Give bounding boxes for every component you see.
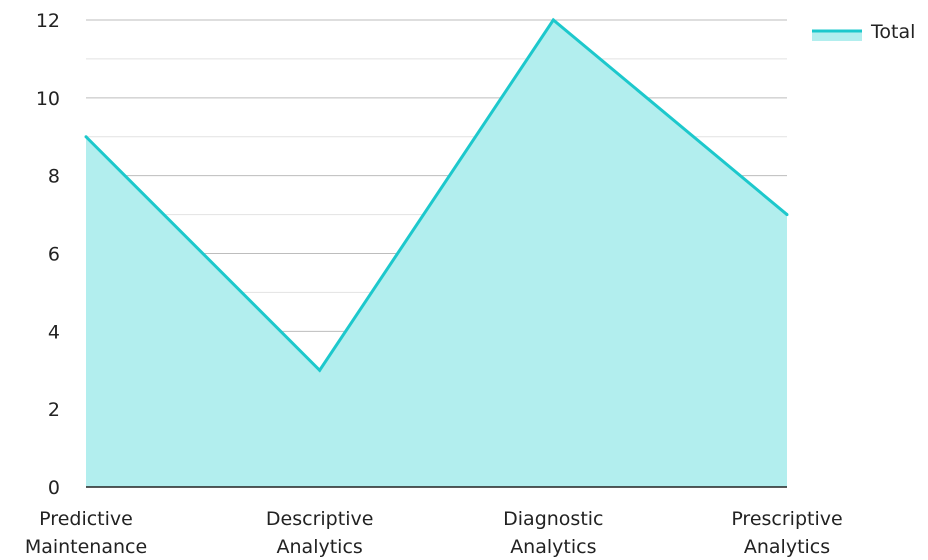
legend-swatch-fill <box>812 31 862 41</box>
y-tick-label: 8 <box>48 166 60 188</box>
x-category-label-line: Predictive <box>39 508 133 530</box>
x-category-label: Prescriptive Analytics <box>731 508 842 558</box>
x-category-label: Descriptive Analytics <box>266 508 373 558</box>
y-tick-label: 2 <box>48 399 60 421</box>
y-tick-label: 10 <box>36 88 60 110</box>
y-axis: 0 2 4 6 8 10 12 <box>36 10 60 499</box>
x-category-label-line: Descriptive <box>266 508 373 530</box>
x-category-label: Predictive Maintenance <box>25 508 147 558</box>
x-category-label-line: Diagnostic <box>503 508 603 530</box>
x-category-label-line: Maintenance <box>25 536 147 558</box>
y-tick-label: 0 <box>48 477 60 499</box>
data-point-2 <box>551 18 555 22</box>
y-tick-label: 12 <box>36 10 60 32</box>
series-area-fill <box>86 20 787 487</box>
x-axis: Predictive Maintenance Descriptive Analytic… <box>25 486 843 558</box>
x-category-label-line: Analytics <box>277 536 363 558</box>
y-tick-label: 4 <box>48 321 60 343</box>
x-category-label-line: Analytics <box>510 536 596 558</box>
legend[interactable]: Total <box>812 21 915 43</box>
plot-area <box>84 17 789 487</box>
x-category-label-line: Prescriptive <box>731 508 842 530</box>
legend-label: Total <box>870 21 915 43</box>
series-line <box>84 17 788 373</box>
data-point-3 <box>785 213 789 217</box>
x-category-label-line: Analytics <box>744 536 830 558</box>
data-point-0 <box>84 135 88 139</box>
data-point-1 <box>318 368 322 372</box>
y-tick-label: 6 <box>48 244 60 266</box>
x-category-label: Diagnostic Analytics <box>503 508 603 558</box>
